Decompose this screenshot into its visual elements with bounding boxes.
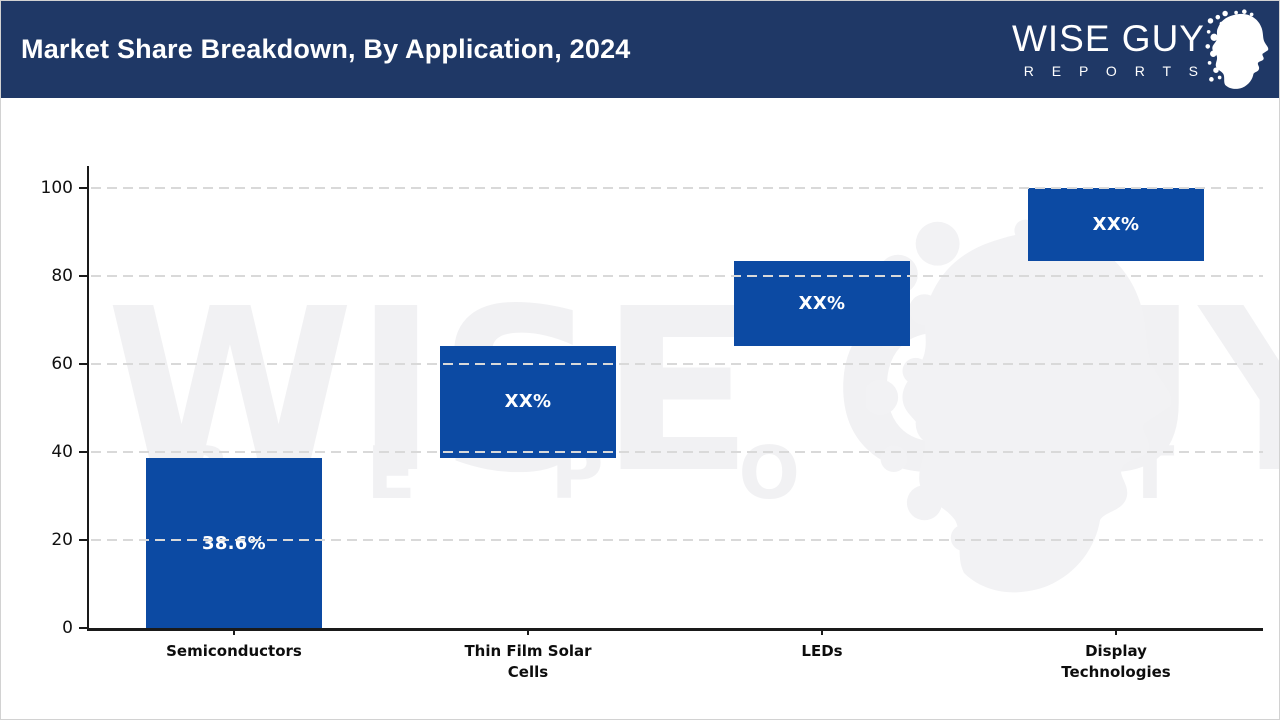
bar-semiconductors: 38.6% xyxy=(146,458,322,628)
gridline-40 xyxy=(91,451,1263,453)
page-title: Market Share Breakdown, By Application, … xyxy=(21,34,631,64)
x-tick-1 xyxy=(527,628,529,635)
bar-display-technologies: XX% xyxy=(1028,188,1204,261)
x-tick-3 xyxy=(1115,628,1117,635)
x-tick-0 xyxy=(233,628,235,635)
category-label-semiconductors: Semiconductors xyxy=(139,641,329,662)
y-tick-label-0: 0 xyxy=(62,618,73,638)
y-tick-100 xyxy=(79,187,87,189)
bar-value-label: XX% xyxy=(1092,213,1140,235)
category-label-thin-film-solar-cells: Thin Film Solar Cells xyxy=(433,641,623,683)
category-label-line: Thin Film Solar xyxy=(464,642,592,660)
bar-value-label: 38.6% xyxy=(202,532,266,554)
header-band: Market Share Breakdown, By Application, … xyxy=(1,1,1279,98)
gridline-100 xyxy=(91,187,1263,189)
category-label-line: Semiconductors xyxy=(166,642,302,660)
category-label-line: Cells xyxy=(507,663,549,681)
category-label-line: LEDs xyxy=(801,642,843,660)
y-tick-label-100: 100 xyxy=(40,178,73,198)
category-label-leds: LEDs xyxy=(727,641,917,662)
x-tick-2 xyxy=(821,628,823,635)
logo-wordmark: WISE GUY xyxy=(1011,18,1205,59)
y-tick-20 xyxy=(79,539,87,541)
chart-plot-area: 38.6% XX% XX% XX% 0 20 40 60 80 100 Semiconductors… xyxy=(1,98,1279,719)
category-label-line: Display xyxy=(1085,642,1147,660)
y-tick-label-60: 60 xyxy=(51,354,73,374)
bar-value-label: XX% xyxy=(504,391,552,413)
y-tick-60 xyxy=(79,363,87,365)
gridline-20 xyxy=(91,539,1263,541)
x-axis-line xyxy=(87,628,1263,631)
y-axis-line xyxy=(87,166,89,631)
y-tick-label-40: 40 xyxy=(51,442,73,462)
wise-guy-reports-logo: WISE GUY R E P O R T S xyxy=(1012,5,1271,95)
y-tick-label-20: 20 xyxy=(51,530,73,550)
y-tick-80 xyxy=(79,275,87,277)
logo-text: WISE GUY R E P O R T S xyxy=(1012,19,1205,81)
logo-subtitle: R E P O R T S xyxy=(1023,63,1205,79)
category-label-line: Technologies xyxy=(1061,663,1171,681)
bar-leds: XX% xyxy=(734,260,910,346)
category-label-display-technologies: Display Technologies xyxy=(1021,641,1211,683)
gridline-60 xyxy=(91,363,1263,365)
y-tick-40 xyxy=(79,451,87,453)
gridline-80 xyxy=(91,275,1263,277)
dotted-head-icon xyxy=(1205,9,1269,89)
y-tick-label-80: 80 xyxy=(51,266,73,286)
y-tick-0 xyxy=(79,627,87,629)
bar-value-label: XX% xyxy=(798,292,846,314)
